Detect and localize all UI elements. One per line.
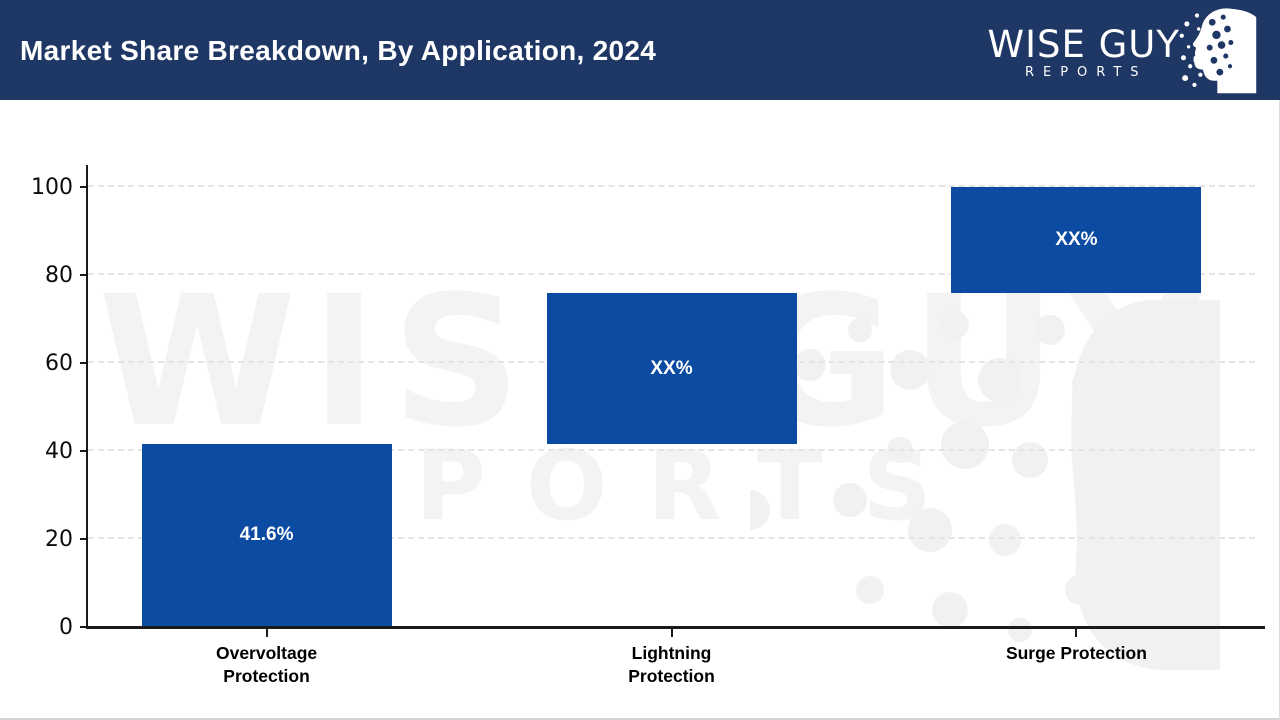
bar-value-label: 41.6% bbox=[239, 524, 294, 546]
y-tick-0 bbox=[80, 626, 88, 628]
x-axis-spine bbox=[86, 626, 1265, 629]
y-tick-label: 20 bbox=[45, 527, 73, 552]
gridline-20 bbox=[88, 537, 1255, 539]
y-tick-60 bbox=[80, 362, 88, 364]
bar-segment bbox=[546, 293, 797, 444]
gridline-80 bbox=[88, 273, 1255, 275]
plot-area: 0 20 40 60 80 100 41.6% XX% XX% Overvoltage Protec… bbox=[31, 165, 1265, 686]
y-tick-80 bbox=[80, 274, 88, 276]
x-category-label: Surge Protection bbox=[1005, 643, 1147, 663]
logo-wordmark: WISE GUY bbox=[987, 22, 1180, 66]
page-title: Market Share Breakdown, By Application, … bbox=[20, 35, 657, 66]
wise-guy-reports-logo: WISE GUY REPORTS bbox=[988, 7, 1266, 95]
logo-face-icon bbox=[1179, 8, 1257, 94]
y-tick-label: 60 bbox=[45, 351, 73, 376]
bar-value-label: XX% bbox=[650, 357, 693, 379]
page-bottom-border bbox=[0, 718, 1280, 720]
gridline-100 bbox=[88, 185, 1255, 187]
gridline-40 bbox=[88, 449, 1255, 451]
bar-segment bbox=[951, 187, 1202, 294]
x-category-label: Overvoltage Protection bbox=[215, 643, 318, 687]
y-axis-spine bbox=[86, 165, 88, 628]
y-tick-100 bbox=[80, 186, 88, 188]
logo-subtitle: REPORTS bbox=[1024, 64, 1148, 80]
logo-text: WISE GUY REPORTS bbox=[988, 23, 1180, 80]
y-tick-20 bbox=[80, 538, 88, 540]
y-tick-label: 100 bbox=[31, 175, 73, 200]
y-tick-label: 0 bbox=[59, 615, 73, 640]
y-tick-label: 80 bbox=[45, 263, 73, 288]
x-tick bbox=[265, 629, 268, 637]
y-tick-label: 40 bbox=[45, 439, 73, 464]
chart-area: WISE GUY REPORTS 0 20 40 60 80 100 41.6% XX% XX%… bbox=[0, 100, 1280, 720]
x-category-label: Lightning Protection bbox=[628, 643, 715, 687]
x-tick bbox=[670, 629, 673, 637]
bar-segment bbox=[141, 443, 392, 627]
y-tick-40 bbox=[80, 450, 88, 452]
bar-value-label: XX% bbox=[1055, 229, 1098, 251]
x-tick bbox=[1075, 629, 1078, 637]
header-bar: Market Share Breakdown, By Application, … bbox=[0, 0, 1280, 100]
